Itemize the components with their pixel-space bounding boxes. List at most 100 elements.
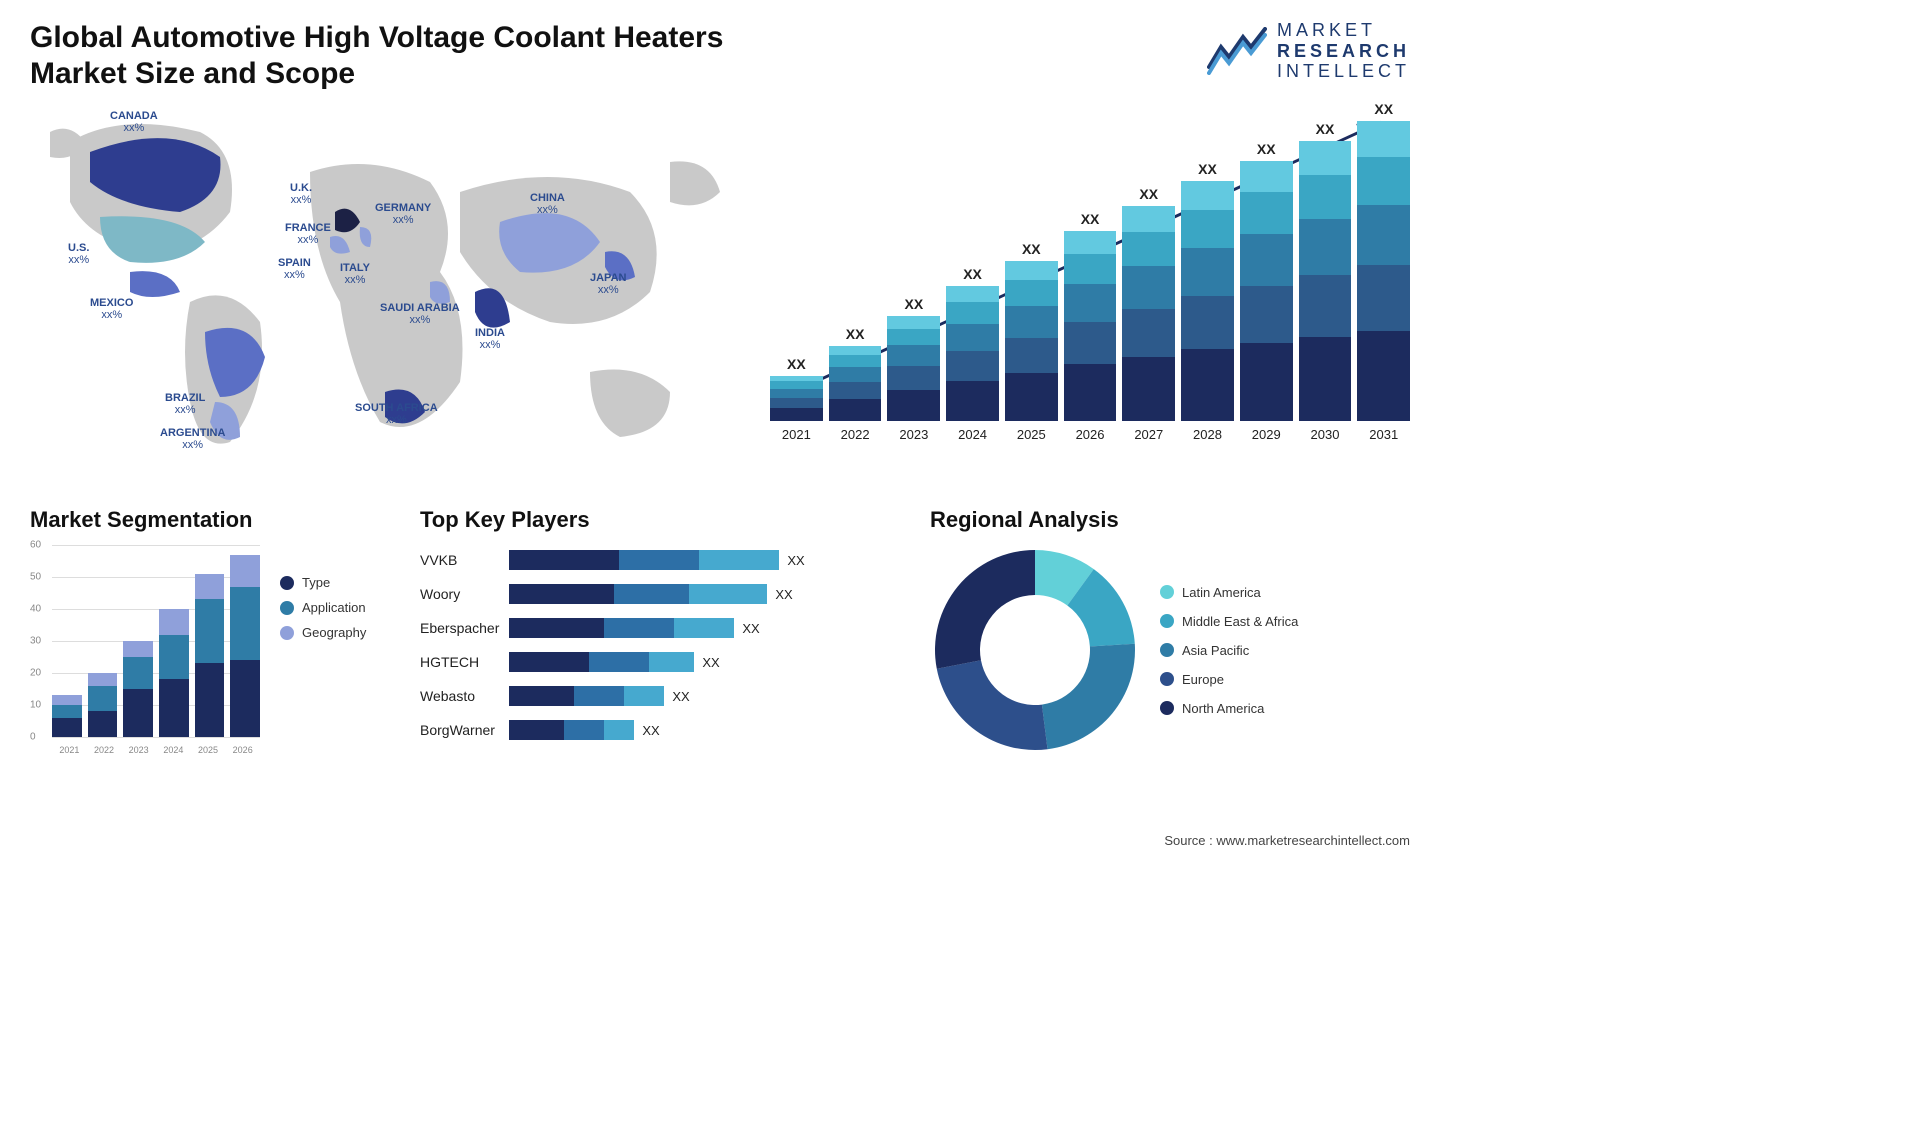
- player-name: HGTECH: [420, 651, 499, 673]
- donut-slice: [935, 550, 1035, 669]
- regional-title: Regional Analysis: [930, 507, 1410, 533]
- logo-line3: INTELLECT: [1277, 61, 1410, 82]
- seg-y-tick: 50: [30, 572, 41, 583]
- segmentation-panel: Market Segmentation 01020304050602021202…: [30, 507, 390, 755]
- growth-chart: XX2021XX2022XX2023XX2024XX2025XX2026XX20…: [770, 102, 1410, 472]
- growth-year-label: 2023: [899, 427, 928, 442]
- map-country-label: BRAZILxx%: [165, 392, 205, 416]
- growth-year-label: 2025: [1017, 427, 1046, 442]
- player-value-label: XX: [642, 723, 659, 738]
- map-country-label: ITALYxx%: [340, 262, 370, 286]
- legend-label: Type: [302, 575, 330, 590]
- segmentation-legend: TypeApplicationGeography: [280, 545, 366, 755]
- player-name: Eberspacher: [420, 617, 499, 639]
- seg-y-tick: 60: [30, 540, 41, 551]
- growth-year-label: 2022: [841, 427, 870, 442]
- brand-logo: MARKET RESEARCH INTELLECT: [1207, 20, 1410, 82]
- players-bars: XXXXXXXXXXXX: [509, 545, 900, 741]
- legend-dot-icon: [1160, 701, 1174, 715]
- segmentation-chart: 0102030405060202120222023202420252026 Ty…: [30, 545, 390, 755]
- player-bar: XX: [509, 685, 900, 707]
- seg-y-tick: 30: [30, 636, 41, 647]
- seg-x-tick: 2024: [156, 745, 191, 755]
- growth-year-label: 2031: [1369, 427, 1398, 442]
- player-bar: XX: [509, 617, 900, 639]
- legend-label: Asia Pacific: [1182, 643, 1249, 658]
- growth-value-label: XX: [1139, 186, 1158, 202]
- growth-bar: XX 2023: [887, 296, 940, 442]
- logo-line2: RESEARCH: [1277, 41, 1410, 62]
- seg-bar: [159, 609, 189, 737]
- seg-bar: [123, 641, 153, 737]
- header: Global Automotive High Voltage Coolant H…: [30, 20, 1410, 92]
- legend-item: Asia Pacific: [1160, 643, 1298, 658]
- logo-line1: MARKET: [1277, 20, 1410, 41]
- growth-value-label: XX: [904, 296, 923, 312]
- seg-x-tick: 2025: [191, 745, 226, 755]
- growth-bar: XX2028: [1181, 161, 1234, 442]
- map-country-label: INDIAxx%: [475, 327, 505, 351]
- legend-label: Europe: [1182, 672, 1224, 687]
- growth-value-label: XX: [1081, 211, 1100, 227]
- growth-value-label: XX: [1198, 161, 1217, 177]
- growth-value-label: XX: [1374, 101, 1393, 117]
- seg-y-tick: 20: [30, 668, 41, 679]
- map-country-label: MEXICOxx%: [90, 297, 133, 321]
- legend-dot-icon: [1160, 585, 1174, 599]
- seg-bar: [88, 673, 118, 737]
- segmentation-bars: 0102030405060202120222023202420252026: [30, 545, 260, 755]
- legend-dot-icon: [1160, 614, 1174, 628]
- logo-mark-icon: [1207, 27, 1267, 75]
- seg-y-tick: 10: [30, 700, 41, 711]
- map-country-label: U.S.xx%: [68, 242, 89, 266]
- legend-label: North America: [1182, 701, 1264, 716]
- donut-wrap: [930, 545, 1140, 755]
- growth-bar: XX2024: [946, 266, 999, 442]
- player-value-label: XX: [672, 689, 689, 704]
- regional-chart: Latin AmericaMiddle East & AfricaAsia Pa…: [930, 545, 1410, 755]
- map-country-label: FRANCExx%: [285, 222, 331, 246]
- map-country-label: SPAINxx%: [278, 257, 311, 281]
- map-country-label: GERMANYxx%: [375, 202, 431, 226]
- legend-item: Geography: [280, 625, 366, 640]
- legend-item: Middle East & Africa: [1160, 614, 1298, 629]
- donut-chart-icon: [930, 545, 1140, 755]
- map-country-label: U.K.xx%: [290, 182, 312, 206]
- legend-item: Europe: [1160, 672, 1298, 687]
- bottom-row: Market Segmentation 01020304050602021202…: [30, 507, 1410, 755]
- player-bar: XX: [509, 583, 900, 605]
- page-title: Global Automotive High Voltage Coolant H…: [30, 20, 810, 92]
- player-value-label: XX: [775, 587, 792, 602]
- growth-bar: XX 2026: [1064, 211, 1117, 442]
- donut-slice: [1042, 644, 1135, 749]
- legend-dot-icon: [280, 626, 294, 640]
- growth-value-label: XX: [846, 326, 865, 342]
- players-chart: VVKBWooryEberspacherHGTECHWebastoBorgWar…: [420, 545, 900, 741]
- legend-dot-icon: [280, 576, 294, 590]
- map-country-label: ARGENTINAxx%: [160, 427, 225, 451]
- seg-x-tick: 2023: [121, 745, 156, 755]
- growth-bars: XX2021XX2022XX2023XX2024XX2025XX2026XX20…: [770, 112, 1410, 442]
- player-value-label: XX: [702, 655, 719, 670]
- logo-text: MARKET RESEARCH INTELLECT: [1277, 20, 1410, 82]
- world-map-panel: CANADAxx%U.S.xx%MEXICOxx%BRAZILxx%ARGENT…: [30, 102, 730, 482]
- seg-bar: [52, 695, 82, 737]
- growth-bar: XX2025: [1005, 241, 1058, 442]
- player-bar: XX: [509, 719, 900, 741]
- growth-bar: XX 2030: [1299, 121, 1352, 442]
- growth-year-label: 2030: [1311, 427, 1340, 442]
- source-label: Source : www.marketresearchintellect.com: [1164, 833, 1410, 848]
- seg-x-tick: 2026: [225, 745, 260, 755]
- regional-legend: Latin AmericaMiddle East & AfricaAsia Pa…: [1160, 585, 1298, 716]
- growth-value-label: XX: [1316, 121, 1335, 137]
- growth-bar: XX2029: [1240, 141, 1293, 442]
- map-country-label: SOUTH AFRICAxx%: [355, 402, 438, 426]
- growth-year-label: 2027: [1134, 427, 1163, 442]
- map-country-label: JAPANxx%: [590, 272, 626, 296]
- growth-year-label: 2021: [782, 427, 811, 442]
- growth-value-label: XX: [1257, 141, 1276, 157]
- legend-dot-icon: [280, 601, 294, 615]
- player-value-label: XX: [742, 621, 759, 636]
- growth-value-label: XX: [787, 356, 806, 372]
- growth-year-label: 2026: [1076, 427, 1105, 442]
